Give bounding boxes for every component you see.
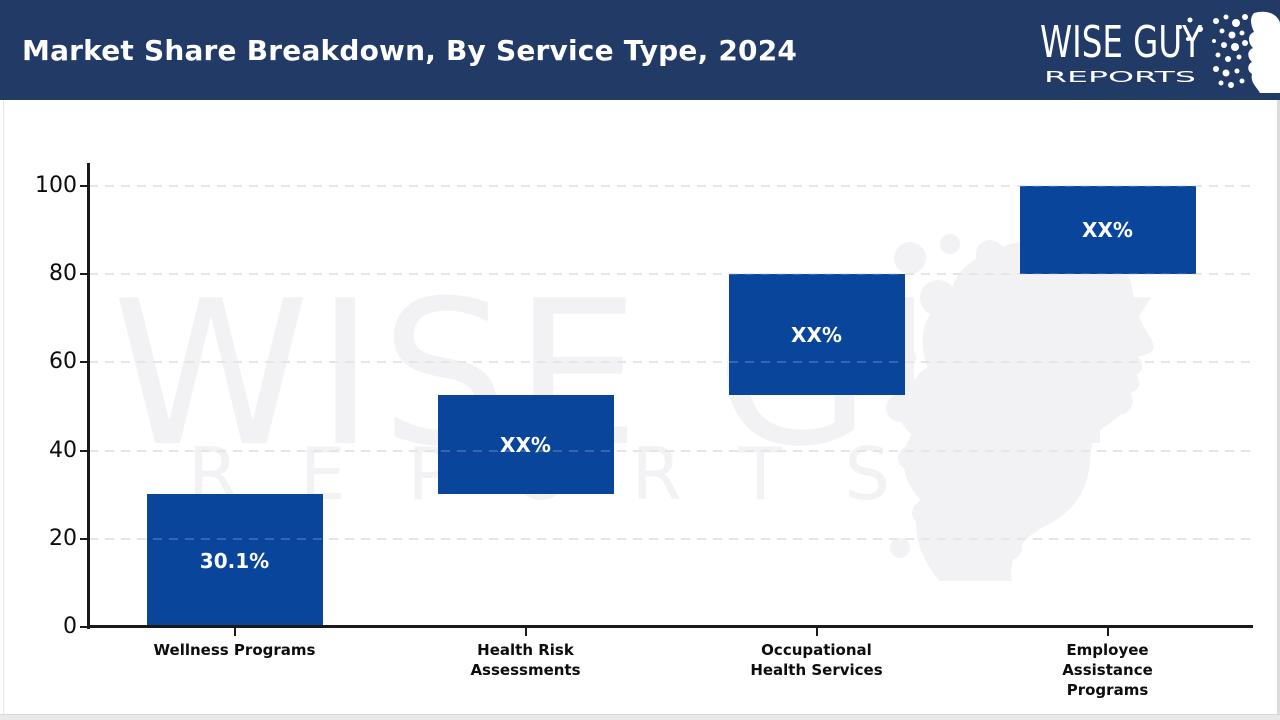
x-axis-tick [815,628,818,636]
x-axis-tick [524,628,527,636]
x-category-label: Occupational Health Services [750,641,883,679]
y-axis-tick [80,537,89,540]
x-axis-tick [233,628,236,636]
logo-head-icon [1248,11,1280,94]
right-edge-strip[interactable] [1277,100,1280,720]
left-edge-strip [3,100,4,714]
x-category-label: Health Risk Assessments [470,641,581,679]
logo-sub-text: REPORTS [1044,68,1196,86]
y-axis-tick [80,626,89,628]
page-title: Market Share Breakdown, By Service Type,… [22,33,798,67]
x-category-label: Wellness Programs [153,641,316,659]
gridline [89,185,1253,187]
y-tick-label: 20 [49,525,77,551]
logo-dots-icon [1178,14,1248,88]
y-axis-tick [80,185,89,187]
bar-value-label: 30.1% [199,548,270,573]
watermark-sub-text: REPORTS [188,432,953,516]
x-axis [87,625,1253,628]
x-axis-tick [1106,628,1109,636]
y-tick-label: 40 [49,437,77,463]
x-category-label: Employee Assistance Programs [1062,641,1153,699]
y-axis [87,163,90,629]
y-tick-label: 80 [49,261,77,287]
logo-brand-text: WISE GUY [1040,17,1202,68]
watermark-head-icon [886,234,1154,581]
header-banner: Market Share Breakdown, By Service Type,… [0,0,1280,100]
y-tick-label: 0 [63,614,77,639]
y-axis-tick [80,273,89,276]
bottom-edge-strip[interactable] [0,714,1280,720]
gridline [89,185,1253,187]
brand-logo: WISE GUY REPORTS [1040,11,1280,94]
y-tick-label: 100 [35,173,77,198]
y-axis-tick [80,361,89,364]
y-axis-tick [80,449,89,452]
y-tick-label: 60 [49,349,77,375]
